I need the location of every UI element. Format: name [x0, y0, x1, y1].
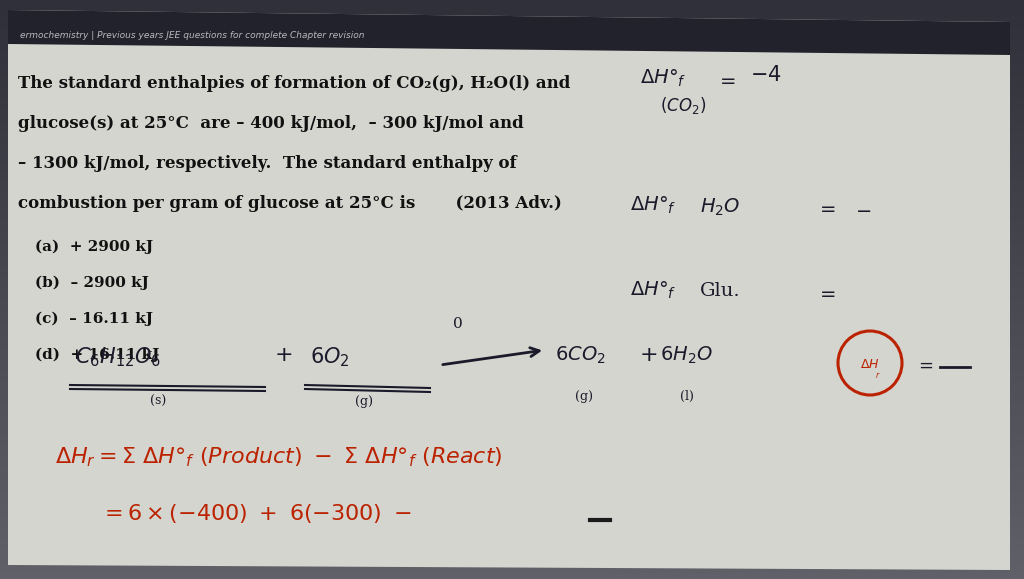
Text: $6H_2O$: $6H_2O$: [660, 345, 713, 367]
Text: +: +: [275, 345, 294, 365]
Text: $(CO_2)$: $(CO_2)$: [660, 95, 707, 116]
Text: (c)  – 16.11 kJ: (c) – 16.11 kJ: [35, 312, 153, 327]
Text: (a)  + 2900 kJ: (a) + 2900 kJ: [35, 240, 154, 254]
Text: $H_2O$: $H_2O$: [700, 197, 740, 218]
Text: (d)  + 16.11 kJ: (d) + 16.11 kJ: [35, 348, 160, 362]
Text: $\Delta H°_f$: $\Delta H°_f$: [630, 195, 677, 217]
Text: $-$: $-$: [855, 200, 871, 219]
Text: glucose(s) at 25°C  are – 400 kJ/mol,  – 300 kJ/mol and: glucose(s) at 25°C are – 400 kJ/mol, – 3…: [18, 115, 523, 132]
Text: (b)  – 2900 kJ: (b) – 2900 kJ: [35, 276, 148, 291]
Text: =: =: [720, 72, 736, 91]
Polygon shape: [8, 10, 1010, 570]
Text: =: =: [820, 200, 837, 219]
Text: The standard enthalpies of formation of CO₂(g), H₂O(l) and: The standard enthalpies of formation of …: [18, 75, 570, 92]
Text: $6O_2$: $6O_2$: [310, 345, 349, 369]
Text: Glu.: Glu.: [700, 282, 740, 300]
Text: =: =: [820, 285, 837, 304]
Text: (g): (g): [575, 390, 593, 403]
Polygon shape: [8, 10, 1010, 55]
Text: =: =: [918, 357, 933, 375]
Text: $\Delta H_r = \Sigma\ \Delta H°_f\ (Product)\ -\ \Sigma\ \Delta H°_f\ (React)$: $\Delta H_r = \Sigma\ \Delta H°_f\ (Prod…: [55, 445, 503, 468]
Text: +: +: [640, 345, 658, 365]
Text: (s): (s): [150, 395, 166, 408]
Text: – 1300 kJ/mol, respectively.  The standard enthalpy of: – 1300 kJ/mol, respectively. The standar…: [18, 155, 517, 172]
Text: (l): (l): [680, 390, 694, 403]
Text: $\Delta H°_f$: $\Delta H°_f$: [640, 68, 686, 89]
Text: ermochemistry | Previous years JEE questions for complete Chapter revision: ermochemistry | Previous years JEE quest…: [20, 31, 365, 39]
Text: $= 6\times(-400)\ +\ 6(-300)\ -$: $= 6\times(-400)\ +\ 6(-300)\ -$: [100, 502, 412, 525]
Text: $6CO_2$: $6CO_2$: [555, 345, 605, 367]
Text: 0: 0: [454, 317, 463, 331]
Text: $\Delta H$: $\Delta H$: [860, 358, 880, 371]
Text: $\Delta H°_f$: $\Delta H°_f$: [630, 280, 677, 301]
Text: $_r$: $_r$: [876, 371, 881, 381]
Text: combustion per gram of glucose at 25°C is       (2013 Adv.): combustion per gram of glucose at 25°C i…: [18, 195, 562, 212]
Text: (g): (g): [355, 395, 373, 408]
Text: $C_6H_{12}O_6$: $C_6H_{12}O_6$: [75, 345, 161, 369]
Text: $-4$: $-4$: [750, 65, 781, 85]
